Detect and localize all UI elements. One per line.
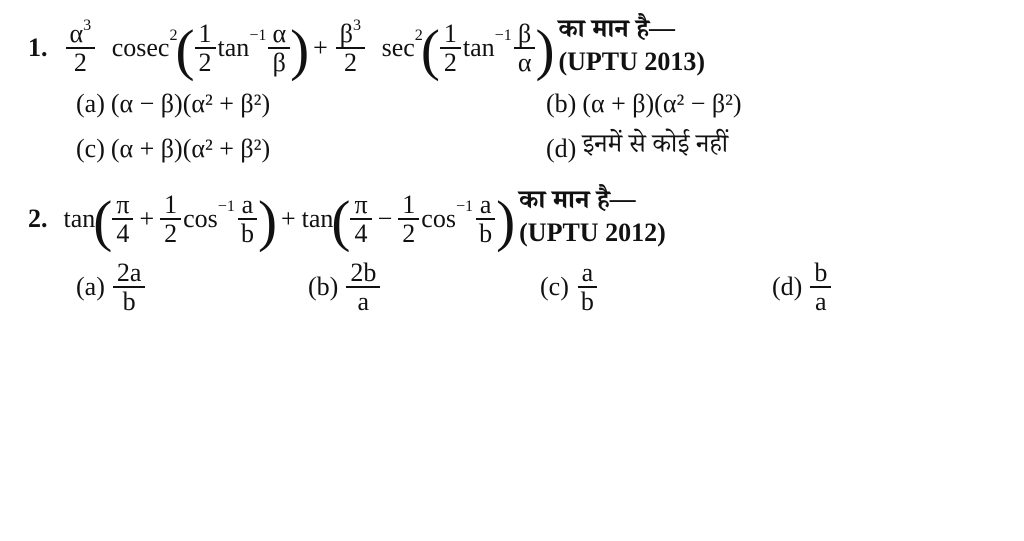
frac-pi-over-4: π4: [112, 191, 133, 248]
question-2-options: (a) 2ab (b) 2ba (c) ab (d) ba: [76, 259, 996, 316]
q2-opt-d-frac: ba: [810, 259, 831, 316]
q2-option-b[interactable]: (b) 2ba: [308, 259, 532, 316]
question-1-options: (a) (α − β)(α² + β²) (b) (α + β)(α² − β²…: [76, 89, 996, 169]
frac-pi-over-4-b: π4: [350, 191, 371, 248]
question-2-tail: का मान है— (UPTU 2012): [519, 192, 666, 247]
q2-opt-c-frac: ab: [577, 259, 598, 316]
q1-option-a[interactable]: (a) (α − β)(α² + β²): [76, 89, 526, 119]
q2-opt-a-frac: 2ab: [113, 259, 146, 316]
question-1-number: 1.: [28, 33, 48, 63]
question-2-expression: tan ( π4 + 12 cos−1 ab ) + tan ( π4 − 12…: [64, 191, 514, 248]
question-1-tail: का मान है— (UPTU 2013): [558, 21, 705, 76]
q1-option-c[interactable]: (c) (α + β)(α² + β²): [76, 129, 526, 169]
question-2-stem: 2. tan ( π4 + 12 cos−1 ab ) + tan ( π4 −…: [28, 191, 996, 248]
frac-beta3-over-2: β3 2: [336, 20, 365, 77]
question-2: 2. tan ( π4 + 12 cos−1 ab ) + tan ( π4 −…: [28, 191, 996, 316]
question-2-number: 2.: [28, 204, 48, 234]
q1-option-d[interactable]: (d) इनमें से कोई नहीं: [546, 129, 996, 169]
frac-1-over-2: 12: [160, 191, 181, 248]
frac-a-over-b: ab: [237, 191, 258, 248]
q2-option-d[interactable]: (d) ba: [772, 259, 996, 316]
question-1: 1. α3 2 cosec2 ( 12 tan−1 αβ ) + β3 2 se…: [28, 20, 996, 169]
frac-alpha3-over-2: α3 2: [66, 20, 96, 77]
question-1-expression: α3 2 cosec2 ( 12 tan−1 αβ ) + β3 2 sec2 …: [64, 20, 553, 77]
q1-option-b[interactable]: (b) (α + β)(α² − β²): [546, 89, 996, 119]
frac-alpha-over-beta: αβ: [268, 20, 290, 77]
frac-beta-over-alpha: βα: [514, 20, 536, 77]
q2-option-a[interactable]: (a) 2ab: [76, 259, 300, 316]
frac-1-over-2-b: 12: [398, 191, 419, 248]
frac-a-over-b-2: ab: [475, 191, 496, 248]
question-1-stem: 1. α3 2 cosec2 ( 12 tan−1 αβ ) + β3 2 se…: [28, 20, 996, 77]
frac-1-over-2: 12: [195, 20, 216, 77]
q2-option-c[interactable]: (c) ab: [540, 259, 764, 316]
frac-1-over-2-b: 12: [440, 20, 461, 77]
q2-opt-b-frac: 2ba: [346, 259, 380, 316]
